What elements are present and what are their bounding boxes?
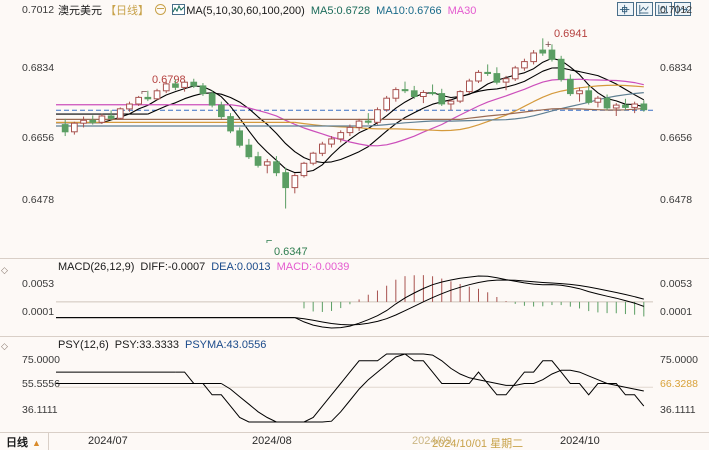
- price-axis-right-2: 0.6656: [660, 132, 693, 144]
- align-left-icon[interactable]: [636, 2, 653, 16]
- price-axis-right-3: 0.6478: [660, 194, 693, 206]
- psy-panel[interactable]: PSY(12,6) PSY:33.3333 PSYMA:43.0556 75.000…: [0, 336, 709, 432]
- macd-panel[interactable]: MACD(26,12,9) DIFF:-0.0007 DEA:0.0013 MACD:…: [0, 258, 709, 336]
- price-axis-right-1: 0.6834: [660, 62, 693, 74]
- annotation-marker-2: ⌐: [266, 235, 273, 247]
- annotation-high-1: 0.6941: [554, 28, 588, 40]
- price-axis-left-0: 0.7012: [22, 4, 55, 16]
- macd-axis-left-0: 0.0053: [22, 278, 55, 290]
- annotation-low-0: 0.6347: [274, 246, 308, 258]
- macd-plot-area[interactable]: [56, 258, 653, 336]
- xaxis-label-1: 2024/08: [252, 435, 292, 447]
- annotation-high-0: 0.6798: [152, 74, 186, 86]
- price-axis-left-1: 0.6834: [22, 62, 55, 74]
- psy-collapse-caret[interactable]: ◇: [1, 341, 8, 351]
- xaxis-label-0: 2024/07: [88, 435, 128, 447]
- period-badge-label: 日线: [6, 437, 28, 449]
- macd-top-divider: [0, 258, 709, 259]
- macd-axis-left-1: 0.0001: [22, 306, 55, 318]
- price-panel[interactable]: 澳元美元 【日线】 MA(5,10,30,60,100,200) MA5:0.67…: [0, 0, 709, 258]
- x-axis-bar[interactable]: 日线 ▲ 2024/07 2024/08 2024/09 2024/10/01 星…: [0, 432, 709, 450]
- price-axis-left-3: 0.6478: [22, 194, 55, 206]
- macd-collapse-caret[interactable]: ◇: [1, 265, 8, 275]
- psy-plot-area[interactable]: [56, 336, 653, 432]
- xaxis-label-2: 2024/09: [412, 435, 452, 447]
- psy-axis-left-2: 36.1111: [22, 404, 58, 416]
- psy-top-divider: [0, 336, 709, 337]
- align-right-icon[interactable]: [655, 2, 672, 16]
- price-axis-left-2: 0.6656: [22, 132, 55, 144]
- price-plot-area[interactable]: [56, 0, 653, 258]
- macd-axis-right-0: 0.0053: [660, 278, 693, 290]
- psy-axis-left-1: 55.5556: [22, 378, 60, 390]
- chart-toolbar[interactable]: [617, 2, 691, 16]
- xaxis-date-tooltip: 2024/10/01 星期二: [432, 438, 524, 450]
- period-badge-caret-icon: ▲: [32, 438, 41, 448]
- psy-axis-right-highlight: 66.3288: [660, 378, 698, 390]
- crosshair-icon[interactable]: [617, 2, 634, 16]
- xaxis-label-3: 2024/10: [560, 435, 600, 447]
- macd-svg: [56, 275, 653, 329]
- psy-svg: [56, 353, 653, 423]
- price-candlestick-svg: [56, 38, 653, 209]
- xaxis-vertical-divider: [48, 432, 49, 450]
- price-axis-right-0: 0.7012: [660, 4, 693, 16]
- psy-axis-left-0: 75.0000: [22, 354, 60, 366]
- psy-axis-right-1: 36.1111: [660, 404, 696, 416]
- annotation-marker-1: +: [545, 39, 552, 51]
- period-badge[interactable]: 日线 ▲: [6, 434, 41, 450]
- shift-right-icon[interactable]: [674, 2, 691, 16]
- macd-axis-right-1: 0.0001: [660, 306, 693, 318]
- psy-axis-right-0: 75.0000: [660, 354, 698, 366]
- xaxis-top-divider: [0, 432, 709, 433]
- annotation-marker-0: ⌐: [141, 86, 148, 98]
